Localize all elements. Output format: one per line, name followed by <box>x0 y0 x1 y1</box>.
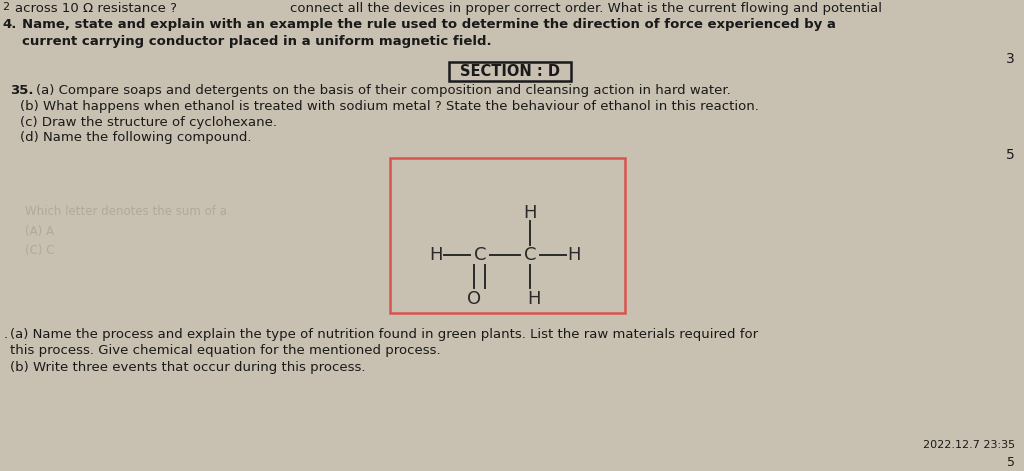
Text: across 10 Ω resistance ?: across 10 Ω resistance ? <box>15 2 177 15</box>
Text: C: C <box>523 246 537 264</box>
Text: this process. Give chemical equation for the mentioned process.: this process. Give chemical equation for… <box>10 344 440 357</box>
Text: (a) Compare soaps and detergents on the basis of their composition and cleansing: (a) Compare soaps and detergents on the … <box>36 84 731 97</box>
Text: 2022.12.7 23:35: 2022.12.7 23:35 <box>923 440 1015 450</box>
Text: .: . <box>4 328 8 341</box>
Text: O: O <box>467 290 481 308</box>
Text: C: C <box>474 246 486 264</box>
Text: (a) Name the process and explain the type of nutrition found in green plants. Li: (a) Name the process and explain the typ… <box>10 328 758 341</box>
Text: H: H <box>567 246 581 264</box>
Text: (A) A: (A) A <box>25 225 54 238</box>
Text: (b) What happens when ethanol is treated with sodium metal ? State the behaviour: (b) What happens when ethanol is treated… <box>20 100 759 113</box>
Text: 5: 5 <box>1007 456 1015 469</box>
Text: current carrying conductor placed in a uniform magnetic field.: current carrying conductor placed in a u… <box>22 35 492 48</box>
Text: SECTION : D: SECTION : D <box>460 64 560 79</box>
Text: (b) Write three events that occur during this process.: (b) Write three events that occur during… <box>10 361 366 374</box>
Text: 35.: 35. <box>10 84 34 97</box>
Text: connect all the devices in proper correct order. What is the current flowing and: connect all the devices in proper correc… <box>290 2 882 15</box>
Text: 4.: 4. <box>2 18 16 31</box>
Text: 2: 2 <box>2 2 9 12</box>
Text: Which letter denotes the sum of a: Which letter denotes the sum of a <box>25 205 227 218</box>
Text: (C) C: (C) C <box>25 244 54 257</box>
Text: (c) Draw the structure of cyclohexane.: (c) Draw the structure of cyclohexane. <box>20 116 278 129</box>
Text: (d) Name the following compound.: (d) Name the following compound. <box>20 131 252 144</box>
FancyBboxPatch shape <box>390 158 625 313</box>
Text: H: H <box>429 246 442 264</box>
Text: 3: 3 <box>1007 52 1015 66</box>
Text: 5: 5 <box>1007 148 1015 162</box>
Text: H: H <box>523 204 537 222</box>
Text: Name, state and explain with an example the rule used to determine the direction: Name, state and explain with an example … <box>22 18 836 31</box>
Text: H: H <box>527 290 541 308</box>
